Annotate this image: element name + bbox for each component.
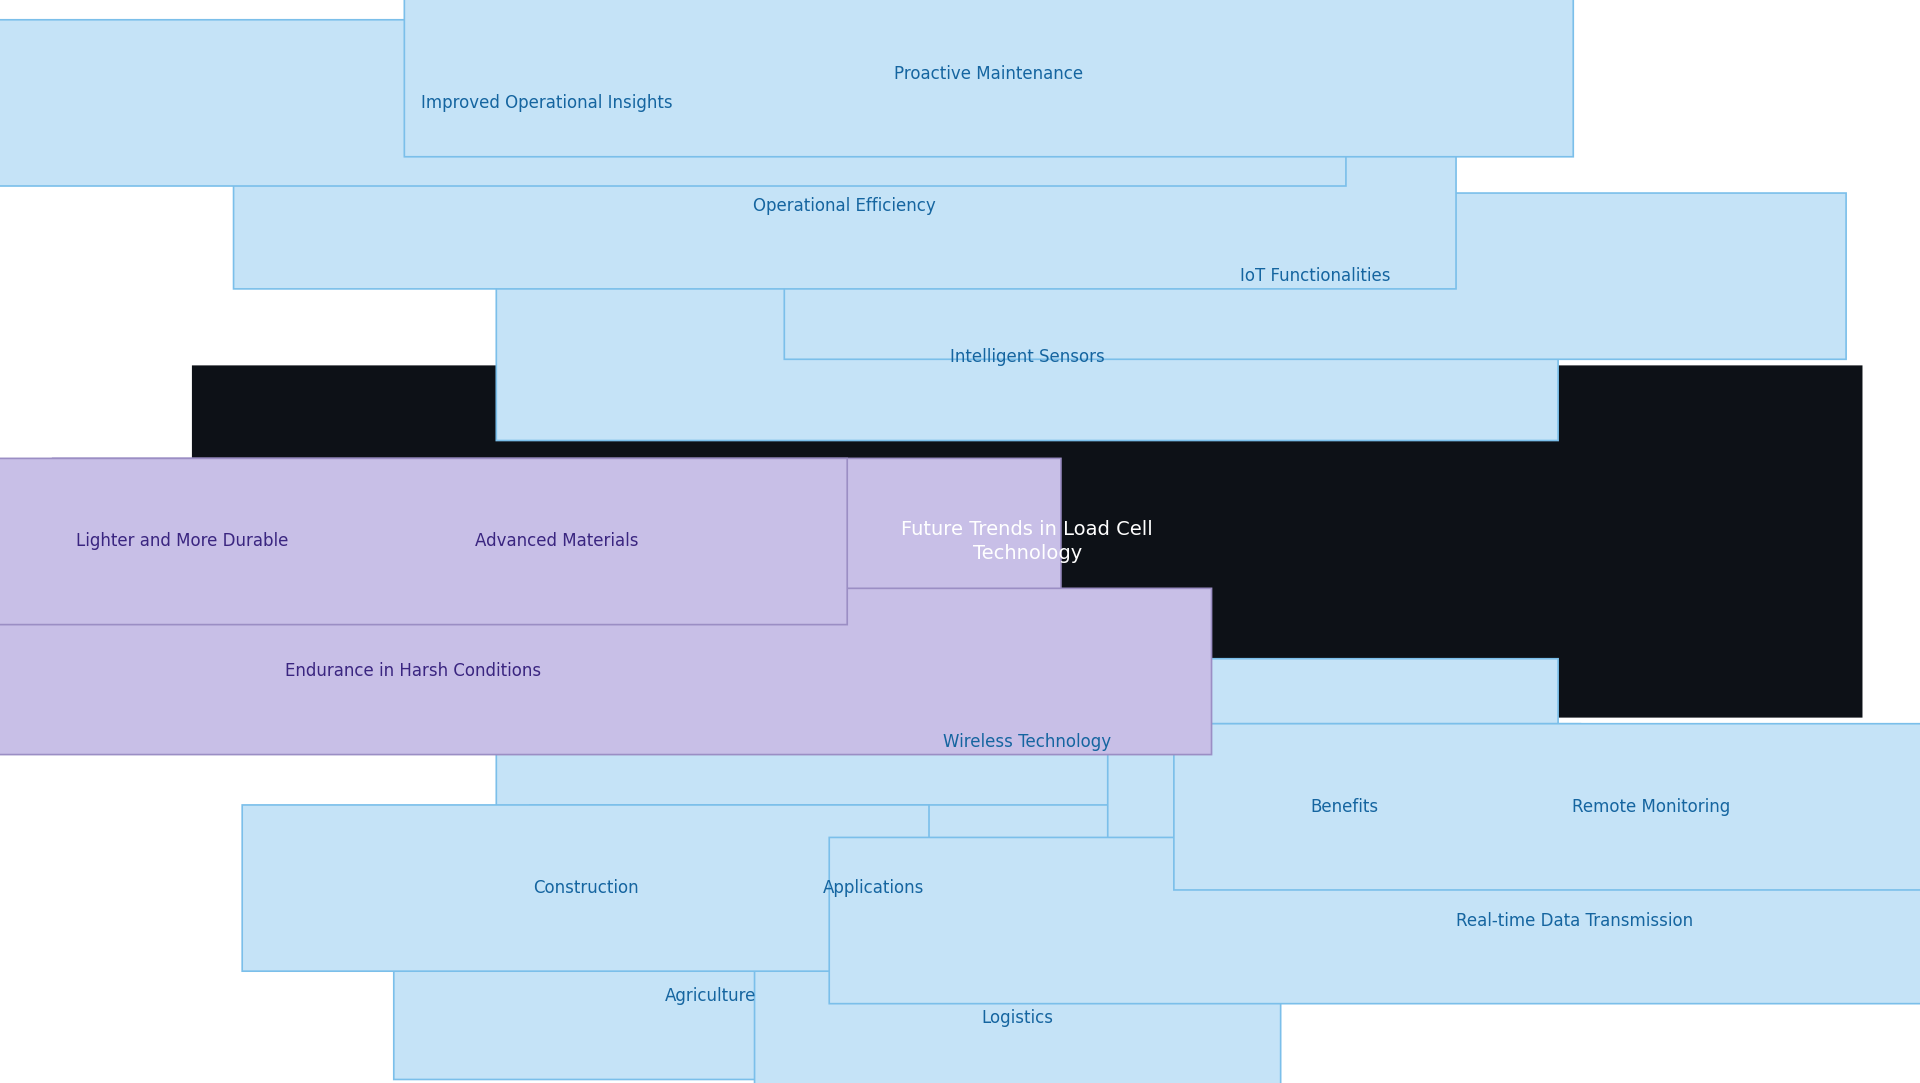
Text: Wireless Technology: Wireless Technology [943, 733, 1112, 751]
Text: Advanced Materials: Advanced Materials [474, 533, 639, 550]
FancyBboxPatch shape [405, 0, 1572, 157]
Text: Remote Monitoring: Remote Monitoring [1572, 798, 1730, 815]
FancyBboxPatch shape [394, 913, 1027, 1080]
Text: Applications: Applications [824, 879, 924, 897]
FancyBboxPatch shape [530, 805, 1217, 971]
FancyBboxPatch shape [829, 837, 1920, 1004]
Text: IoT Functionalities: IoT Functionalities [1240, 268, 1390, 285]
Text: Construction: Construction [532, 879, 639, 897]
FancyBboxPatch shape [0, 19, 1346, 186]
Text: Endurance in Harsh Conditions: Endurance in Harsh Conditions [284, 663, 541, 680]
Text: Operational Efficiency: Operational Efficiency [753, 197, 937, 214]
FancyBboxPatch shape [495, 274, 1559, 441]
Text: Real-time Data Transmission: Real-time Data Transmission [1455, 912, 1693, 929]
FancyBboxPatch shape [52, 458, 1062, 625]
FancyBboxPatch shape [1108, 723, 1580, 890]
Text: Future Trends in Load Cell
Technology: Future Trends in Load Cell Technology [900, 520, 1154, 563]
Text: Lighter and More Durable: Lighter and More Durable [77, 533, 288, 550]
FancyBboxPatch shape [0, 458, 847, 625]
Text: Benefits: Benefits [1309, 798, 1379, 815]
FancyBboxPatch shape [495, 658, 1559, 825]
FancyBboxPatch shape [192, 366, 1862, 717]
Text: Improved Operational Insights: Improved Operational Insights [420, 94, 674, 112]
FancyBboxPatch shape [1173, 723, 1920, 890]
FancyBboxPatch shape [755, 935, 1281, 1083]
FancyBboxPatch shape [0, 588, 1212, 755]
FancyBboxPatch shape [783, 193, 1847, 360]
Text: Proactive Maintenance: Proactive Maintenance [895, 65, 1083, 82]
Text: Agriculture: Agriculture [664, 988, 756, 1005]
Text: Intelligent Sensors: Intelligent Sensors [950, 349, 1104, 366]
FancyBboxPatch shape [234, 122, 1455, 289]
Text: Logistics: Logistics [981, 1009, 1054, 1027]
FancyBboxPatch shape [242, 805, 929, 971]
